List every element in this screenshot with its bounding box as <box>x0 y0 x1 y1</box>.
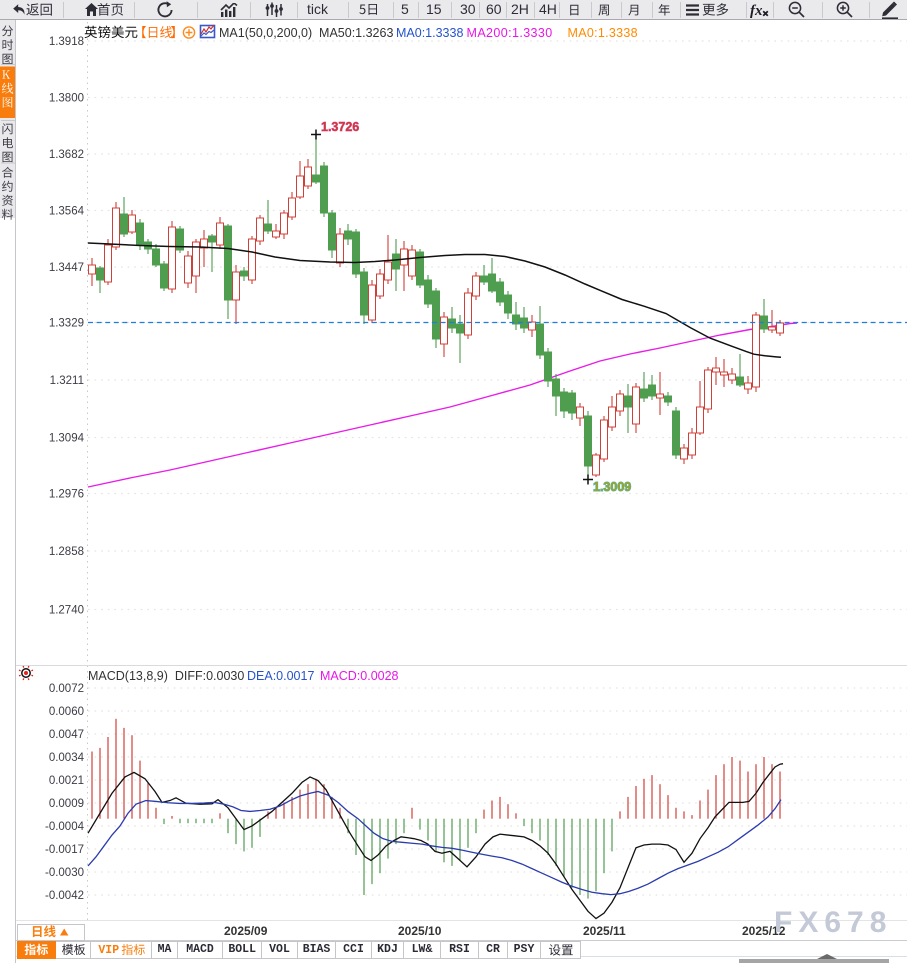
svg-text:1.3009: 1.3009 <box>593 480 631 494</box>
svg-text:0.0009: 0.0009 <box>49 798 84 810</box>
svg-text:0.0072: 0.0072 <box>49 683 84 695</box>
svg-text:1.2858: 1.2858 <box>49 546 84 558</box>
svg-text:1.3726: 1.3726 <box>321 120 359 134</box>
svg-text:1.2976: 1.2976 <box>49 489 84 501</box>
svg-text:fx: fx <box>750 3 763 19</box>
svg-text:1.3682: 1.3682 <box>49 149 84 161</box>
svg-text:1.3329: 1.3329 <box>49 318 84 330</box>
svg-text:-0.0030: -0.0030 <box>45 867 84 879</box>
svg-text:MACD(13,8,9) DIFF:0.0030: MACD(13,8,9) DIFF:0.0030 <box>88 669 244 683</box>
svg-text:MA0:1.3338: MA0:1.3338 <box>568 26 638 40</box>
svg-text:1.3447: 1.3447 <box>49 262 84 274</box>
svg-text:1.3094: 1.3094 <box>49 433 85 445</box>
svg-text:MA0:1.3338: MA0:1.3338 <box>396 26 463 40</box>
svg-text:-0.0004: -0.0004 <box>45 821 85 833</box>
svg-text:1.2740: 1.2740 <box>49 605 84 617</box>
svg-text:-0.0042: -0.0042 <box>45 890 84 902</box>
svg-text:VIP: VIP <box>98 944 119 957</box>
svg-text:0.0021: 0.0021 <box>49 775 84 787</box>
svg-text:0.0034: 0.0034 <box>49 752 85 764</box>
svg-text:0.0047: 0.0047 <box>49 729 84 741</box>
svg-text:MA200:1.3330: MA200:1.3330 <box>467 26 553 40</box>
svg-text:MA1(50,0,200,0) MA50:1.3263: MA1(50,0,200,0) MA50:1.3263 <box>219 26 393 40</box>
svg-text:1.3211: 1.3211 <box>50 375 84 387</box>
svg-text:MACD:0.0028: MACD:0.0028 <box>320 669 399 683</box>
svg-text:-0.0017: -0.0017 <box>45 844 84 856</box>
svg-text:1.3564: 1.3564 <box>49 206 85 218</box>
svg-text:0.0060: 0.0060 <box>49 706 84 718</box>
svg-text:DEA:0.0017: DEA:0.0017 <box>247 669 314 683</box>
svg-text:1.3800: 1.3800 <box>49 93 84 105</box>
svg-text:1.3918: 1.3918 <box>49 36 84 48</box>
